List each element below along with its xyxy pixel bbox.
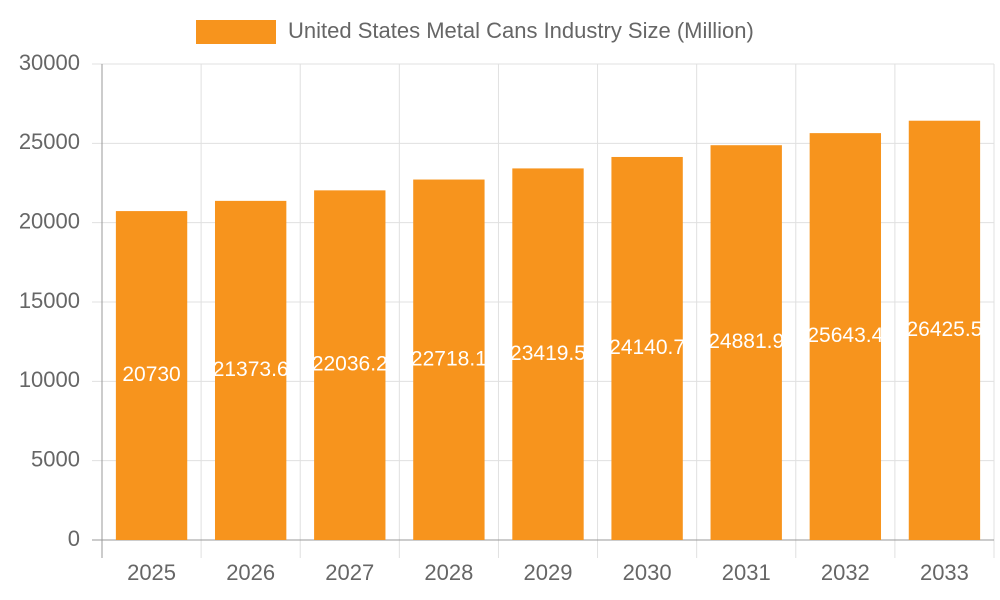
x-tick-label: 2026 bbox=[226, 560, 275, 585]
bar bbox=[611, 156, 683, 540]
data-label: 22718.1 bbox=[411, 347, 487, 370]
legend-label: United States Metal Cans Industry Size (… bbox=[288, 18, 754, 43]
y-tick-label: 15000 bbox=[19, 288, 80, 313]
x-tick-label: 2025 bbox=[127, 560, 176, 585]
bar bbox=[214, 200, 287, 541]
y-tick-label: 0 bbox=[68, 526, 80, 551]
data-label: 26425.5 bbox=[906, 318, 982, 341]
data-label: 23419.5 bbox=[510, 342, 586, 365]
legend-swatch bbox=[196, 20, 276, 44]
bar bbox=[115, 211, 188, 541]
x-tick-label: 2031 bbox=[722, 560, 771, 585]
data-label: 24140.7 bbox=[609, 336, 685, 359]
x-tick-label: 2028 bbox=[424, 560, 473, 585]
x-tick-label: 2027 bbox=[325, 560, 374, 585]
bar bbox=[512, 168, 584, 541]
x-tick-label: 2032 bbox=[821, 560, 870, 585]
x-tick-label: 2033 bbox=[920, 560, 969, 585]
bar bbox=[908, 120, 981, 541]
bar bbox=[314, 190, 386, 541]
y-tick-label: 5000 bbox=[31, 446, 80, 471]
bar bbox=[809, 133, 882, 540]
data-label: 24881.9 bbox=[708, 330, 784, 353]
x-tick-label: 2030 bbox=[623, 560, 672, 585]
y-tick-label: 10000 bbox=[19, 367, 80, 392]
x-tick-label: 2029 bbox=[524, 560, 573, 585]
y-tick-label: 25000 bbox=[19, 129, 80, 154]
bar bbox=[710, 145, 782, 540]
data-label: 20730 bbox=[122, 363, 180, 386]
data-label: 21373.6 bbox=[213, 358, 289, 381]
y-tick-label: 30000 bbox=[19, 50, 80, 75]
bar bbox=[413, 179, 485, 540]
y-tick-label: 20000 bbox=[19, 208, 80, 233]
data-label: 22036.2 bbox=[312, 353, 388, 376]
data-label: 25643.4 bbox=[807, 324, 883, 347]
